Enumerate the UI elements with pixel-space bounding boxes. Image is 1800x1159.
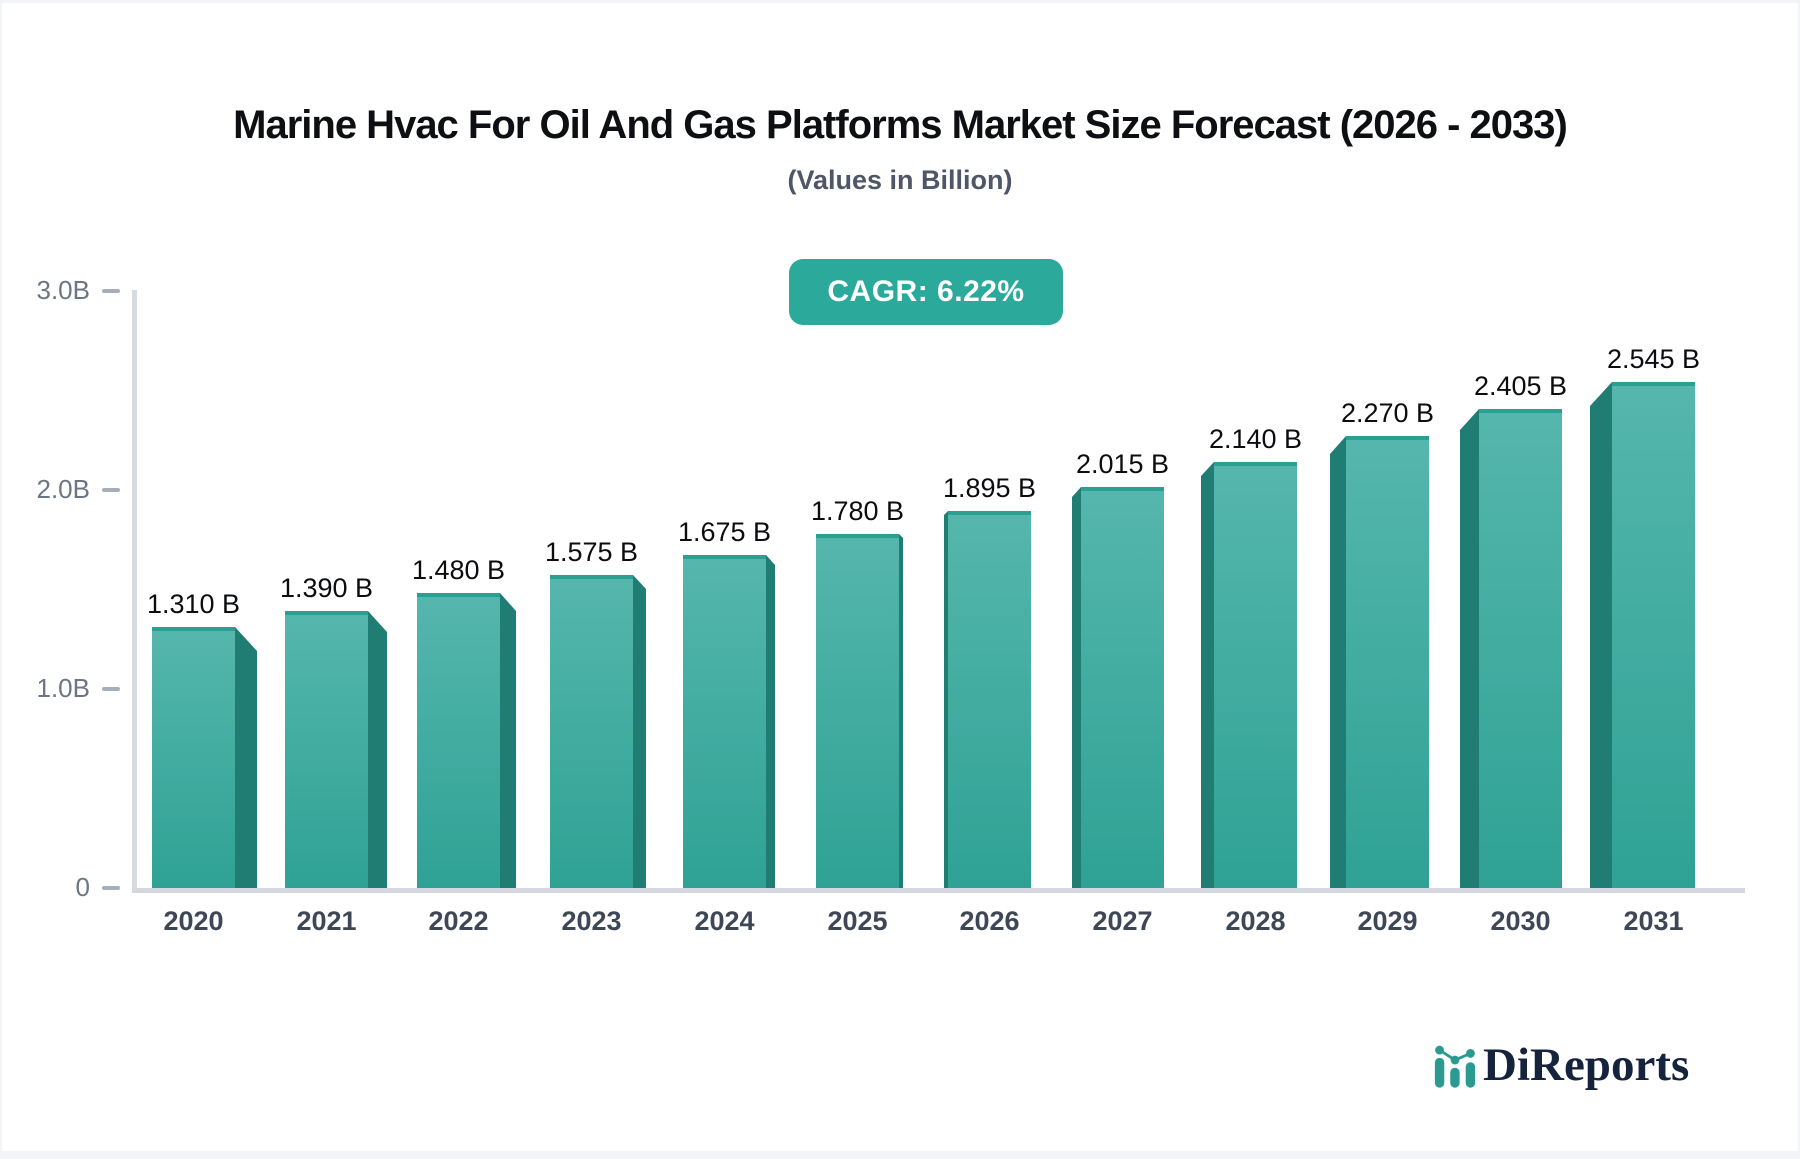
y-tick-mark	[102, 687, 120, 691]
bar-value-label: 1.575 B	[544, 537, 639, 567]
bar-value-label: 2.545 B	[1606, 344, 1701, 374]
bar-value-label: 2.140 B	[1208, 424, 1303, 454]
bar-value-label: 2.015 B	[1075, 449, 1170, 479]
bar-front-face	[948, 511, 1031, 888]
bar-value-label: 1.895 B	[942, 473, 1037, 503]
bar-front-face	[1346, 436, 1429, 888]
x-tick-label: 2022	[428, 906, 489, 936]
x-tick-label: 2027	[1092, 906, 1153, 936]
x-axis-line	[132, 888, 1745, 893]
x-tick-label: 2025	[827, 906, 888, 936]
bar-value-label: 1.780 B	[810, 496, 905, 526]
bar-side-face	[1590, 382, 1612, 888]
y-axis-line	[132, 290, 137, 893]
y-tick-mark	[102, 886, 120, 890]
y-tick-label: 3.0B	[36, 275, 91, 305]
chart-title: Marine Hvac For Oil And Gas Platforms Ma…	[233, 103, 1568, 147]
x-tick-label: 2028	[1225, 906, 1286, 936]
bar-front-face	[1612, 382, 1695, 888]
x-tick-label: 2020	[163, 906, 224, 936]
bar-value-label: 1.675 B	[677, 517, 772, 547]
bar-side-face	[1460, 409, 1479, 888]
brand-name: DiReports	[1483, 1039, 1690, 1091]
bar-side-face	[766, 555, 775, 888]
mini-bar-chart-icon	[1434, 1045, 1476, 1088]
bar-front-face	[152, 627, 235, 888]
x-tick-label: 2023	[561, 906, 622, 936]
cagr-label: CAGR: 6.22%	[827, 275, 1025, 308]
y-tick-mark	[102, 289, 120, 293]
x-tick-label: 2026	[959, 906, 1020, 936]
y-tick-label: 0	[75, 872, 90, 902]
y-tick-label: 2.0B	[36, 474, 91, 504]
chart-subtitle: (Values in Billion)	[787, 165, 1013, 195]
bar-front-face	[417, 593, 500, 888]
bar-side-face	[899, 534, 903, 888]
bar-front-face	[683, 555, 766, 888]
bar-side-face	[633, 575, 646, 888]
bar-side-face	[368, 611, 387, 888]
bar-front-face	[1081, 487, 1164, 888]
bar-value-label: 1.480 B	[411, 555, 506, 585]
bar-front-face	[550, 575, 633, 888]
chart-card: Marine Hvac For Oil And Gas Platforms Ma…	[2, 3, 1798, 1151]
bar-value-label: 2.270 B	[1340, 398, 1435, 428]
x-tick-label: 2030	[1490, 906, 1551, 936]
x-tick-label: 2024	[694, 906, 755, 936]
x-tick-label: 2029	[1357, 906, 1418, 936]
bar-front-face	[816, 534, 899, 888]
x-tick-label: 2031	[1623, 906, 1684, 936]
cagr-badge: CAGR: 6.22%	[789, 259, 1063, 325]
bar-chart-plot: 3.0B 2.0B 1.0B 0 1.310 B 2020 1.390 B 2021 1.48…	[2, 3, 1800, 1159]
bar-front-face	[1214, 462, 1297, 888]
direports-logo: DiReports	[1434, 1037, 1689, 1089]
bar-value-label: 1.390 B	[279, 573, 374, 603]
bar-side-face	[944, 511, 948, 888]
y-tick-label: 1.0B	[36, 673, 91, 703]
bar-side-face	[1330, 436, 1346, 888]
bar-value-label: 2.405 B	[1473, 371, 1568, 401]
bar-side-face	[1072, 487, 1081, 888]
bar-side-face	[1201, 462, 1214, 888]
bar-front-face	[1479, 409, 1562, 888]
y-tick-mark	[102, 488, 120, 492]
bar-side-face	[235, 627, 257, 888]
x-tick-label: 2021	[296, 906, 357, 936]
bar-side-face	[500, 593, 516, 888]
bar-front-face	[285, 611, 368, 888]
bar-value-label: 1.310 B	[146, 589, 241, 619]
